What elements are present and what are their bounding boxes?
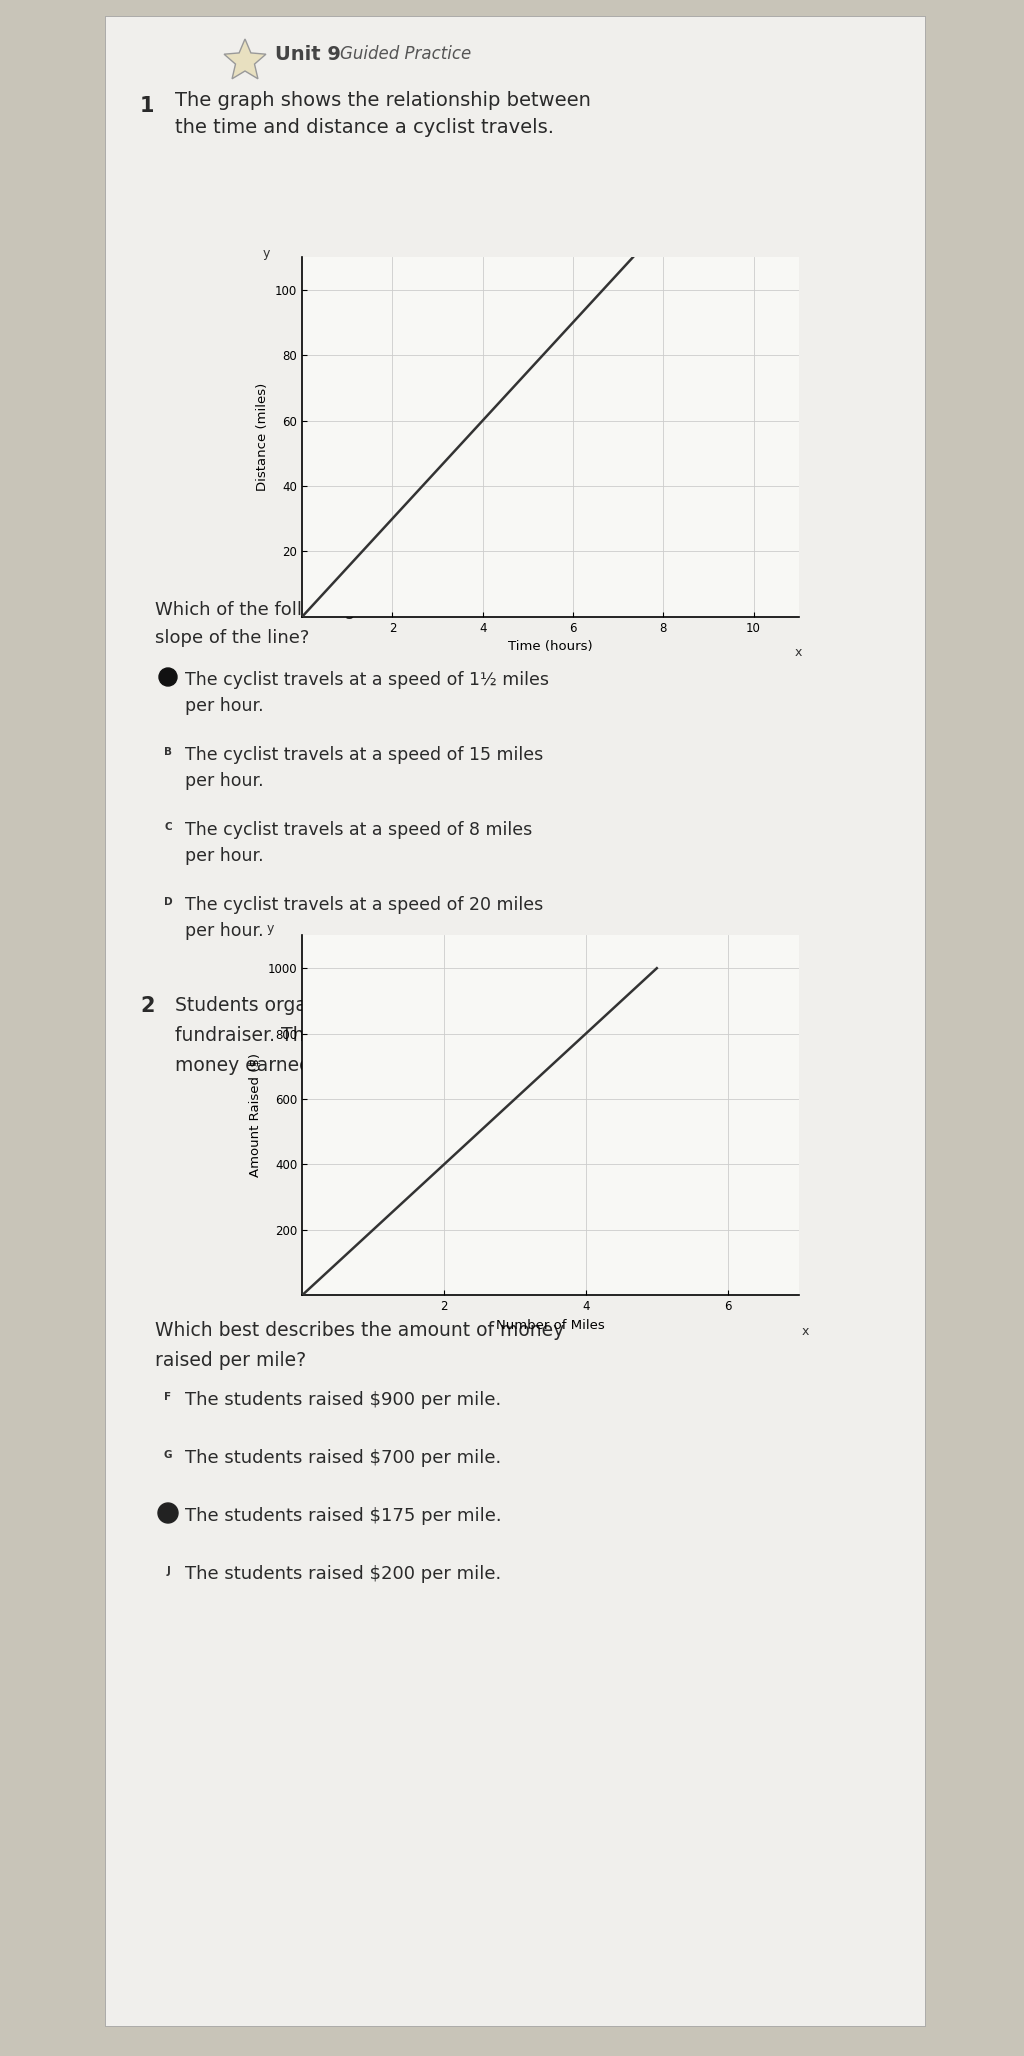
Text: F: F xyxy=(165,1392,172,1402)
Circle shape xyxy=(159,668,177,687)
Text: per hour.: per hour. xyxy=(185,771,263,790)
Text: The graph shows the relationship between: The graph shows the relationship between xyxy=(175,90,591,111)
Text: Students organized a walkathon as a: Students organized a walkathon as a xyxy=(175,995,522,1016)
Text: fundraiser. The graph shows the amount of: fundraiser. The graph shows the amount o… xyxy=(175,1026,581,1044)
X-axis label: Time (hours): Time (hours) xyxy=(508,639,593,654)
Text: y: y xyxy=(266,923,273,935)
Text: per hour.: per hour. xyxy=(185,697,263,715)
Polygon shape xyxy=(224,39,266,78)
Text: raised per mile?: raised per mile? xyxy=(155,1351,306,1369)
Text: G: G xyxy=(164,1449,172,1460)
Text: D: D xyxy=(164,896,172,907)
Text: The cyclist travels at a speed of 8 miles: The cyclist travels at a speed of 8 mile… xyxy=(185,820,532,839)
X-axis label: Number of Miles: Number of Miles xyxy=(496,1318,605,1332)
Text: x: x xyxy=(795,646,803,660)
Text: The cyclist travels at a speed of 15 miles: The cyclist travels at a speed of 15 mil… xyxy=(185,746,544,765)
Text: Which of the following best describes the: Which of the following best describes th… xyxy=(155,600,527,619)
Text: The cyclist travels at a speed of 1½ miles: The cyclist travels at a speed of 1½ mil… xyxy=(185,670,549,689)
Circle shape xyxy=(158,1503,178,1523)
Text: The students raised $700 per mile.: The students raised $700 per mile. xyxy=(185,1449,502,1468)
Text: B: B xyxy=(164,746,172,757)
Text: C: C xyxy=(164,822,172,833)
Text: x: x xyxy=(802,1324,810,1338)
FancyBboxPatch shape xyxy=(105,16,925,2025)
Y-axis label: Amount Raised ($): Amount Raised ($) xyxy=(249,1053,262,1178)
Text: per hour.: per hour. xyxy=(185,847,263,866)
Text: Which best describes the amount of money: Which best describes the amount of money xyxy=(155,1322,564,1341)
Text: The students raised $900 per mile.: The students raised $900 per mile. xyxy=(185,1392,502,1408)
Text: money earned during the fundraiser.: money earned during the fundraiser. xyxy=(175,1057,520,1075)
Text: per hour.: per hour. xyxy=(185,921,263,940)
Text: y: y xyxy=(263,247,270,261)
Text: J: J xyxy=(166,1567,170,1577)
Text: The students raised $175 per mile.: The students raised $175 per mile. xyxy=(185,1507,502,1526)
Text: The cyclist travels at a speed of 20 miles: The cyclist travels at a speed of 20 mil… xyxy=(185,896,544,915)
Text: slope of the line?: slope of the line? xyxy=(155,629,309,648)
Text: Guided Practice: Guided Practice xyxy=(340,45,471,64)
Text: 2: 2 xyxy=(140,995,155,1016)
Text: Unit 9: Unit 9 xyxy=(275,45,341,64)
Text: the time and distance a cyclist travels.: the time and distance a cyclist travels. xyxy=(175,117,554,138)
Text: 1: 1 xyxy=(140,97,155,115)
Text: The students raised $200 per mile.: The students raised $200 per mile. xyxy=(185,1565,502,1583)
Y-axis label: Distance (miles): Distance (miles) xyxy=(256,382,269,491)
